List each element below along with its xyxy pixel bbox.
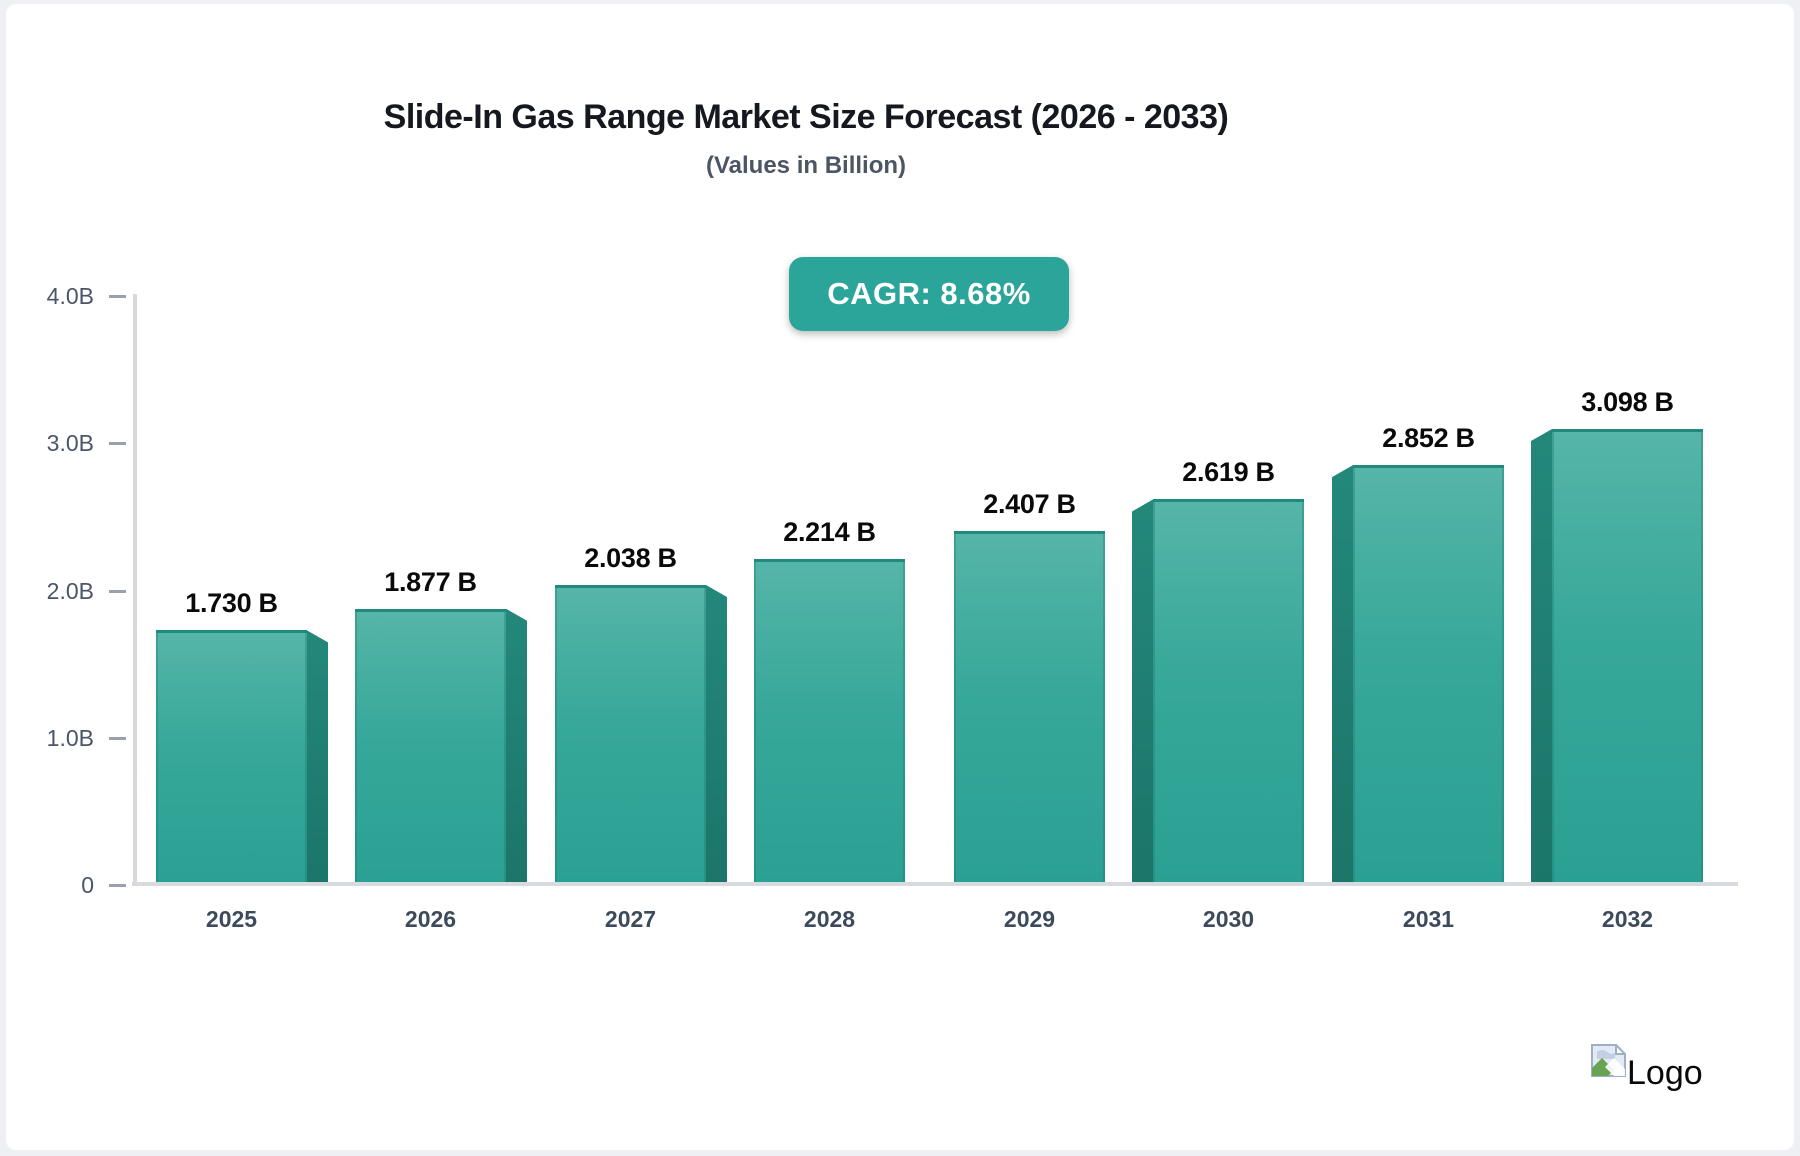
bar-2032 <box>1552 428 1703 885</box>
bar-value-label-2030: 2.619 B <box>1182 457 1275 488</box>
bar-2027 <box>555 585 706 885</box>
chart-title: Slide-In Gas Range Market Size Forecast … <box>383 98 1229 136</box>
y-tick-label-4.0B: 4.0B <box>46 283 94 310</box>
bar-2029 <box>954 530 1105 885</box>
y-axis-line <box>133 294 137 885</box>
y-tick-label-0: 0 <box>81 872 94 898</box>
bar-2025 <box>156 630 307 885</box>
logo-alt-text: Logo <box>1627 1054 1703 1092</box>
x-axis-label-2029: 2029 <box>1003 906 1056 932</box>
bar-value-label-2025: 1.730 B <box>185 588 278 619</box>
y-tick-mark <box>109 589 126 593</box>
bar-3d-side-2031 <box>1332 465 1353 885</box>
y-tick-label-2.0B: 2.0B <box>46 577 94 604</box>
y-tick-mark <box>109 736 126 740</box>
bar-2028 <box>754 559 905 885</box>
x-axis-line <box>132 882 1738 886</box>
x-axis-label-2028: 2028 <box>803 906 856 932</box>
bar-value-label-2026: 1.877 B <box>384 566 477 597</box>
bar-3d-side-2026 <box>506 608 527 885</box>
x-axis-label-2032: 2032 <box>1601 906 1654 932</box>
cagr-badge: CAGR: 8.68% <box>789 257 1069 331</box>
bar-value-label-2028: 2.214 B <box>783 517 876 548</box>
bar-3d-side-2027 <box>706 585 727 885</box>
bar-2030 <box>1153 499 1304 885</box>
y-tick-mark <box>109 442 126 446</box>
x-axis-label-2030: 2030 <box>1202 906 1255 932</box>
bar-3d-side-2030 <box>1132 499 1153 885</box>
bar-3d-side-2025 <box>307 630 328 885</box>
chart-card: Slide-In Gas Range Market Size Forecast … <box>6 4 1794 1150</box>
y-tick-mark <box>109 884 126 887</box>
cagr-badge-label: CAGR: 8.68% <box>827 276 1031 311</box>
y-tick-label-1.0B: 1.0B <box>46 724 94 751</box>
bar-2031 <box>1353 465 1504 885</box>
x-axis-label-2025: 2025 <box>205 906 258 932</box>
bar-value-label-2029: 2.407 B <box>983 488 1076 519</box>
bar-value-label-2031: 2.852 B <box>1382 423 1475 454</box>
y-tick-mark <box>109 295 126 299</box>
logo: Logo <box>1591 1044 1703 1093</box>
y-tick-label-3.0B: 3.0B <box>46 430 94 457</box>
bar-2026 <box>355 608 506 885</box>
x-axis-label-2031: 2031 <box>1402 906 1455 932</box>
x-axis-label-2027: 2027 <box>604 906 657 932</box>
bar-value-label-2027: 2.038 B <box>584 543 677 573</box>
chart-subtitle: (Values in Billion) <box>705 152 907 179</box>
broken-image-icon <box>1591 1044 1626 1077</box>
bar-3d-side-2032 <box>1531 428 1552 885</box>
x-axis-label-2026: 2026 <box>404 906 457 932</box>
bar-value-label-2032: 3.098 B <box>1581 386 1674 417</box>
